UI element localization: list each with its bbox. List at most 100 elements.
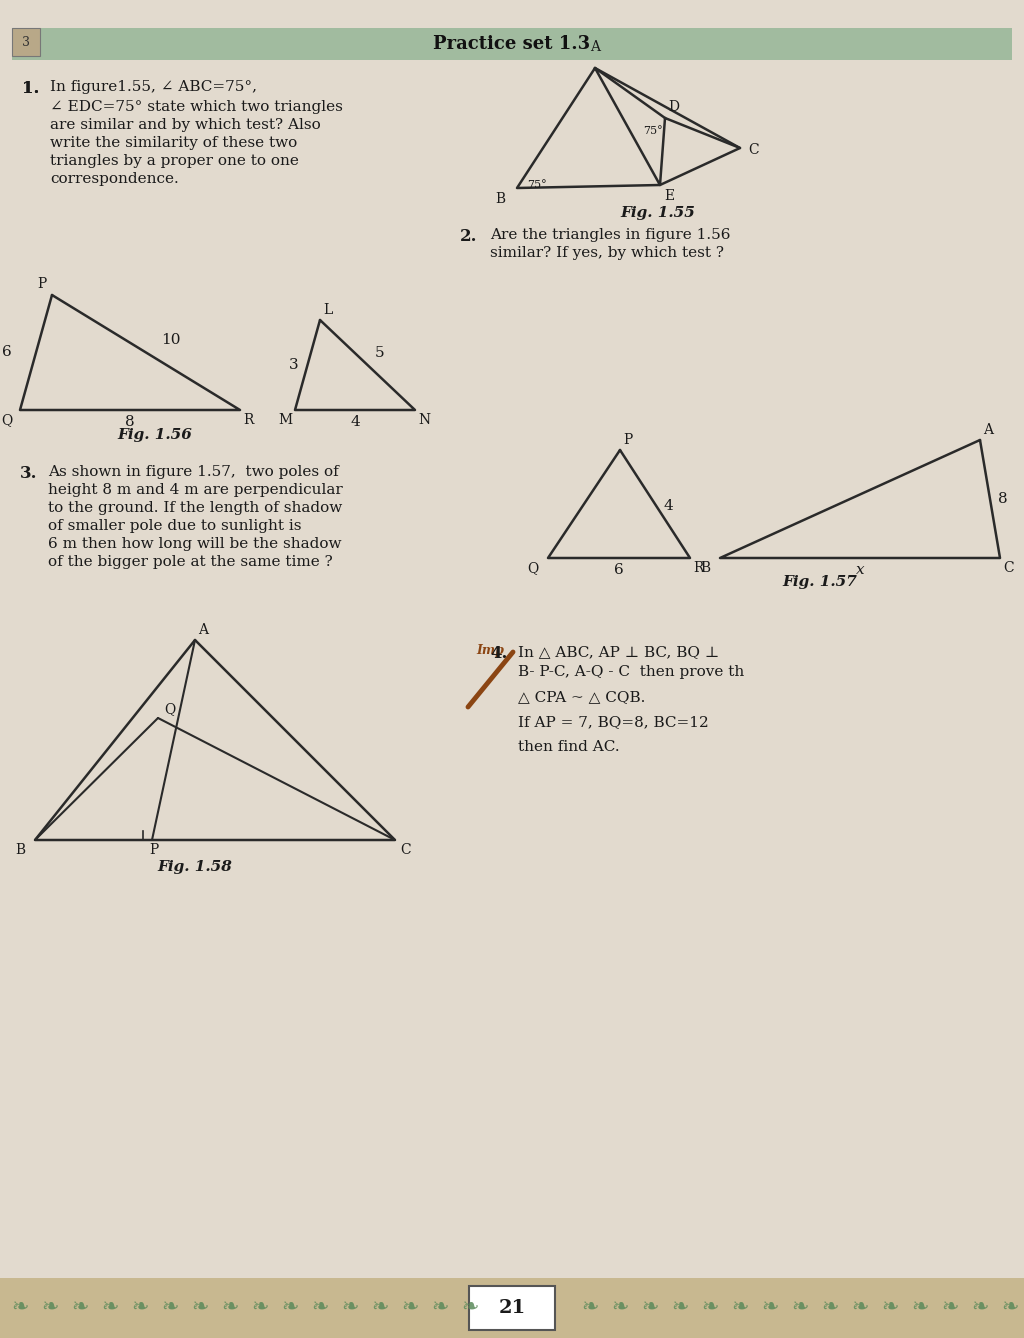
Text: ❧: ❧ bbox=[461, 1298, 479, 1318]
Text: 75°: 75° bbox=[643, 126, 663, 136]
Text: ❧: ❧ bbox=[101, 1298, 119, 1318]
Text: of smaller pole due to sunlight is: of smaller pole due to sunlight is bbox=[48, 519, 301, 533]
Text: B: B bbox=[495, 191, 505, 206]
Text: B: B bbox=[699, 561, 710, 575]
Text: height 8 m and 4 m are perpendicular: height 8 m and 4 m are perpendicular bbox=[48, 483, 343, 496]
Text: ❧: ❧ bbox=[672, 1298, 689, 1318]
Text: P: P bbox=[38, 277, 47, 290]
Text: to the ground. If the length of shadow: to the ground. If the length of shadow bbox=[48, 500, 342, 515]
Text: write the similarity of these two: write the similarity of these two bbox=[50, 136, 297, 150]
Text: 10: 10 bbox=[161, 333, 180, 347]
Text: ❧: ❧ bbox=[821, 1298, 839, 1318]
Text: As shown in figure 1.57,  two poles of: As shown in figure 1.57, two poles of bbox=[48, 466, 339, 479]
Text: Practice set 1.3: Practice set 1.3 bbox=[433, 35, 591, 54]
Text: Q: Q bbox=[164, 702, 175, 716]
Text: Fig. 1.58: Fig. 1.58 bbox=[158, 860, 232, 874]
Text: 2.: 2. bbox=[460, 227, 477, 245]
Text: M: M bbox=[278, 413, 292, 427]
Text: 6: 6 bbox=[2, 345, 12, 359]
Text: 6: 6 bbox=[614, 563, 624, 577]
Bar bbox=[469, 1286, 555, 1330]
Text: ❧: ❧ bbox=[311, 1298, 329, 1318]
Text: R: R bbox=[243, 413, 253, 427]
Text: N: N bbox=[418, 413, 430, 427]
Bar bbox=[0, 1278, 1024, 1338]
Text: C: C bbox=[1002, 561, 1014, 575]
Text: ❧: ❧ bbox=[911, 1298, 929, 1318]
Bar bbox=[12, 28, 1012, 60]
Text: In figure1.55, ∠ ABC=75°,: In figure1.55, ∠ ABC=75°, bbox=[50, 80, 257, 94]
Text: 21: 21 bbox=[499, 1299, 525, 1317]
Text: △ CPA ~ △ CQB.: △ CPA ~ △ CQB. bbox=[518, 690, 645, 704]
Text: If AP = 7, BQ=8, BC=12: If AP = 7, BQ=8, BC=12 bbox=[518, 714, 709, 729]
Text: ❧: ❧ bbox=[1001, 1298, 1019, 1318]
Text: Fig. 1.55: Fig. 1.55 bbox=[620, 206, 695, 219]
Text: In △ ABC, AP ⊥ BC, BQ ⊥: In △ ABC, AP ⊥ BC, BQ ⊥ bbox=[518, 645, 719, 660]
Text: ❧: ❧ bbox=[611, 1298, 629, 1318]
Text: are similar and by which test? Also: are similar and by which test? Also bbox=[50, 118, 321, 132]
Text: ❧: ❧ bbox=[282, 1298, 299, 1318]
Text: then find AC.: then find AC. bbox=[518, 740, 620, 755]
Text: ❧: ❧ bbox=[191, 1298, 209, 1318]
Text: 6 m then how long will be the shadow: 6 m then how long will be the shadow bbox=[48, 537, 341, 551]
Text: ❧: ❧ bbox=[221, 1298, 239, 1318]
Text: 8: 8 bbox=[125, 415, 135, 429]
Bar bbox=[12, 28, 40, 56]
Text: 4: 4 bbox=[663, 499, 673, 512]
Text: ❧: ❧ bbox=[641, 1298, 658, 1318]
Text: ∠ EDC=75° state which two triangles: ∠ EDC=75° state which two triangles bbox=[50, 100, 343, 114]
Text: 75°: 75° bbox=[527, 181, 547, 190]
Text: C: C bbox=[400, 843, 411, 858]
Text: ❧: ❧ bbox=[971, 1298, 989, 1318]
Text: A: A bbox=[198, 624, 208, 637]
Text: 4: 4 bbox=[350, 415, 359, 429]
Text: B: B bbox=[15, 843, 25, 858]
Text: ❧: ❧ bbox=[851, 1298, 868, 1318]
Text: E: E bbox=[664, 189, 674, 203]
Text: ❧: ❧ bbox=[251, 1298, 268, 1318]
Text: 1.: 1. bbox=[22, 80, 39, 96]
Text: ❧: ❧ bbox=[731, 1298, 749, 1318]
Text: similar? If yes, by which test ?: similar? If yes, by which test ? bbox=[490, 246, 724, 260]
Text: Fig. 1.57: Fig. 1.57 bbox=[782, 575, 857, 589]
Text: Imp: Imp bbox=[476, 644, 504, 657]
Text: ❧: ❧ bbox=[41, 1298, 58, 1318]
Text: ❧: ❧ bbox=[761, 1298, 778, 1318]
Text: A: A bbox=[983, 423, 993, 438]
Text: ❧: ❧ bbox=[941, 1298, 958, 1318]
Text: 3.: 3. bbox=[20, 466, 38, 482]
Text: A: A bbox=[590, 40, 600, 54]
Text: C: C bbox=[748, 143, 759, 157]
Text: 3: 3 bbox=[290, 359, 299, 372]
Text: of the bigger pole at the same time ?: of the bigger pole at the same time ? bbox=[48, 555, 333, 569]
Text: 5: 5 bbox=[375, 347, 385, 360]
Text: 3: 3 bbox=[22, 36, 30, 48]
Text: x: x bbox=[856, 563, 864, 577]
Text: 1.: 1. bbox=[22, 80, 39, 96]
Text: ❧: ❧ bbox=[72, 1298, 89, 1318]
Text: ❧: ❧ bbox=[401, 1298, 419, 1318]
Text: R: R bbox=[693, 561, 703, 575]
Text: ❧: ❧ bbox=[792, 1298, 809, 1318]
Text: ❧: ❧ bbox=[882, 1298, 899, 1318]
Text: P: P bbox=[623, 434, 632, 447]
Text: ❧: ❧ bbox=[161, 1298, 179, 1318]
Text: ❧: ❧ bbox=[582, 1298, 599, 1318]
Text: ❧: ❧ bbox=[372, 1298, 389, 1318]
Text: D: D bbox=[668, 100, 679, 114]
Text: Q: Q bbox=[526, 561, 538, 575]
Text: ❧: ❧ bbox=[131, 1298, 148, 1318]
Text: Q: Q bbox=[1, 413, 12, 427]
Text: ❧: ❧ bbox=[341, 1298, 358, 1318]
Text: 8: 8 bbox=[998, 492, 1008, 506]
Text: B- P-C, A-Q - C  then prove th: B- P-C, A-Q - C then prove th bbox=[518, 665, 744, 678]
Text: ❧: ❧ bbox=[701, 1298, 719, 1318]
Text: ❧: ❧ bbox=[431, 1298, 449, 1318]
Text: triangles by a proper one to one: triangles by a proper one to one bbox=[50, 154, 299, 169]
Text: Fig. 1.56: Fig. 1.56 bbox=[118, 428, 193, 442]
Text: ❧: ❧ bbox=[11, 1298, 29, 1318]
Text: Are the triangles in figure 1.56: Are the triangles in figure 1.56 bbox=[490, 227, 730, 242]
Text: L: L bbox=[323, 302, 332, 317]
Text: P: P bbox=[150, 843, 159, 858]
Text: correspondence.: correspondence. bbox=[50, 173, 179, 186]
